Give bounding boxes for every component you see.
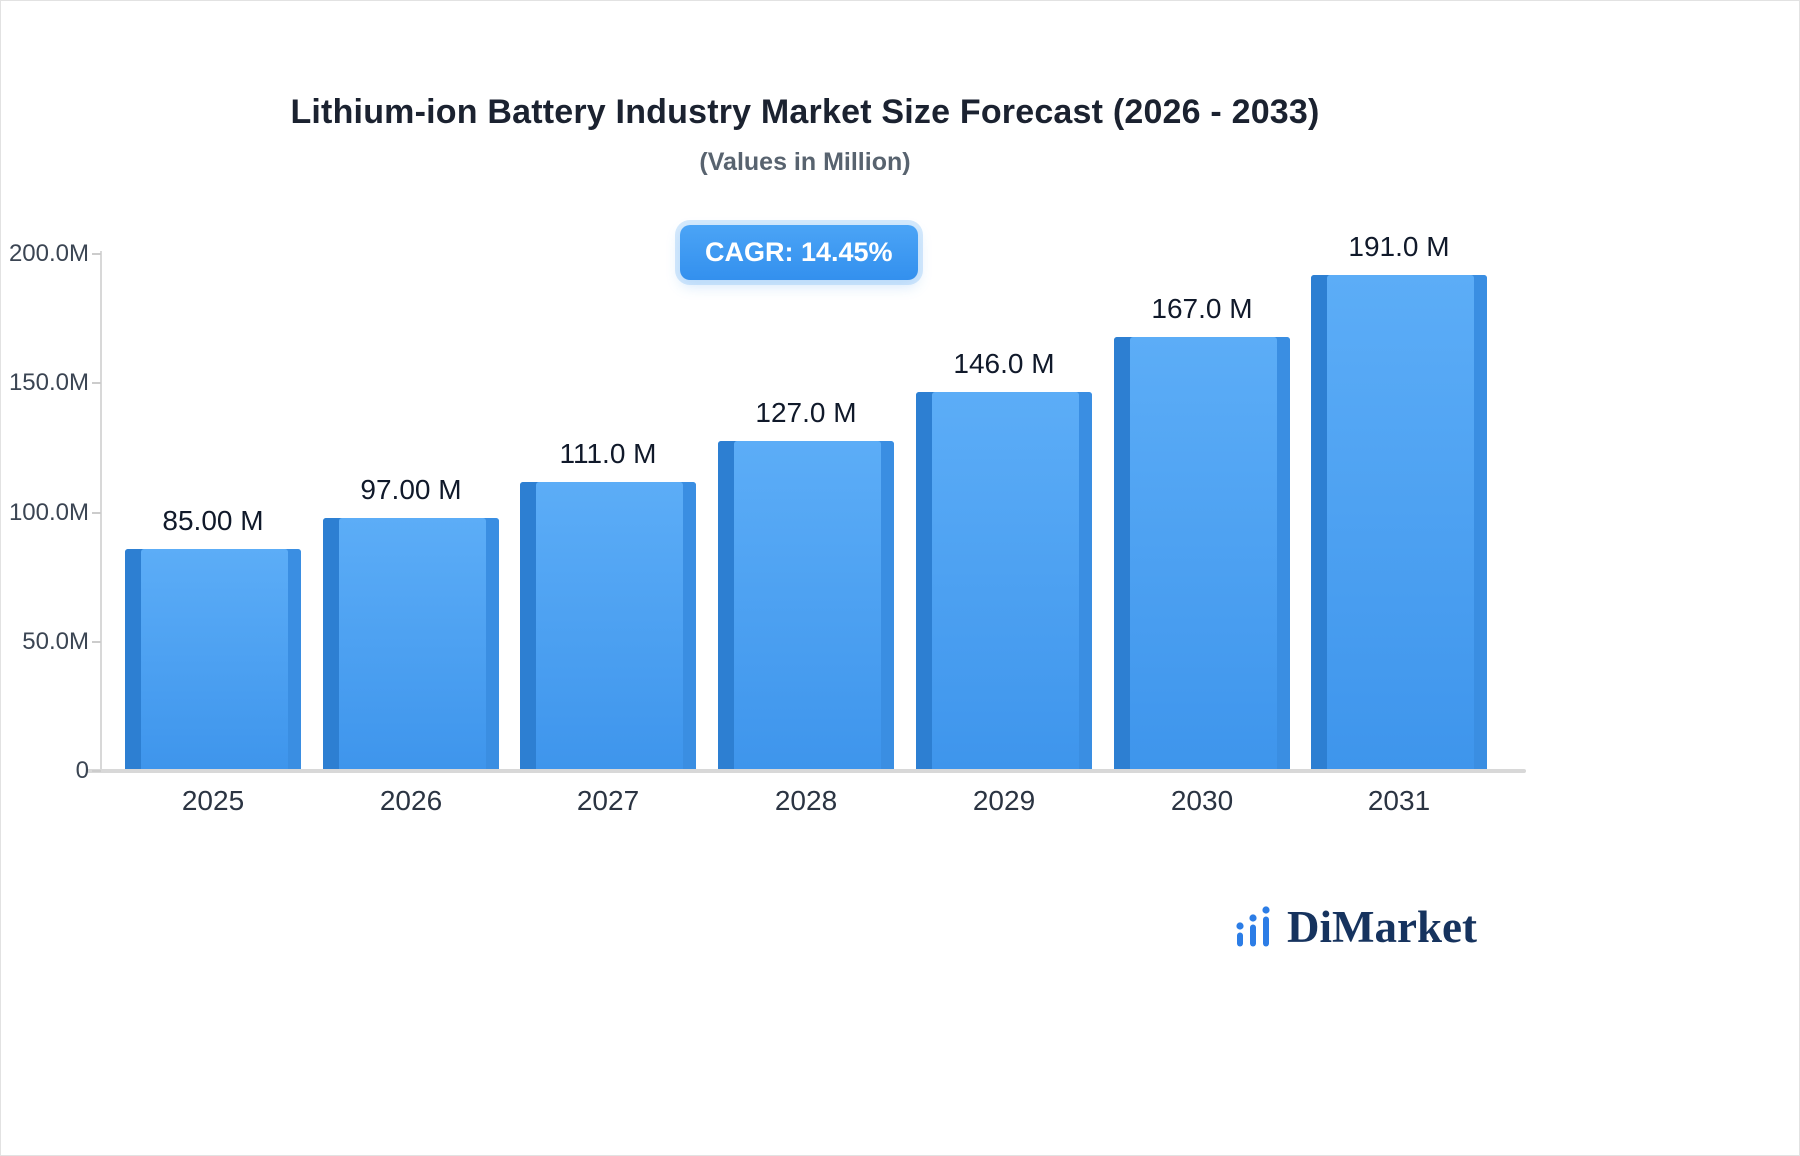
y-axis-label: 150.0M xyxy=(8,369,89,397)
x-axis-label: 2026 xyxy=(379,785,443,816)
bar-value-label: 85.00 M xyxy=(162,505,264,536)
bar-group-2029: 146.0 M 2029 xyxy=(916,348,1092,816)
bar-group-2030: 167.0 M 2030 xyxy=(1114,293,1290,816)
bar-2027 xyxy=(520,482,696,769)
chart-title: Lithium-ion Battery Industry Market Size… xyxy=(290,93,1320,131)
bar-value-label: 146.0 M xyxy=(953,348,1055,379)
x-axis-label: 2030 xyxy=(1170,785,1234,816)
x-axis-label: 2028 xyxy=(774,785,838,816)
y-axis-line xyxy=(100,251,102,772)
cagr-badge: CAGR: 14.45% xyxy=(680,225,918,280)
bar-group-2031: 191.0 M 2031 xyxy=(1311,231,1487,816)
y-axis-tick xyxy=(92,253,101,255)
bar-value-label: 167.0 M xyxy=(1151,293,1253,324)
bar-2030 xyxy=(1114,337,1290,769)
dimarket-logo: DiMarket xyxy=(1229,902,1477,950)
x-axis-label: 2027 xyxy=(576,785,640,816)
bar-group-2027: 111.0 M 2027 xyxy=(520,438,696,816)
y-axis-label: 100.0M xyxy=(8,498,89,526)
chart-subtitle: (Values in Million) xyxy=(699,148,911,176)
bar-value-label: 127.0 M xyxy=(755,397,857,428)
x-axis-label: 2025 xyxy=(181,785,245,816)
bar-value-label: 111.0 M xyxy=(559,438,657,469)
bar-2028 xyxy=(718,441,894,769)
bar-2026 xyxy=(323,518,499,769)
bar-value-label: 97.00 M xyxy=(360,474,462,505)
y-axis-label: 0 xyxy=(75,757,89,784)
y-axis-label: 50.0M xyxy=(22,627,89,655)
bar-group-2025: 85.00 M 2025 xyxy=(125,505,301,816)
y-axis-tick xyxy=(92,511,101,514)
bar-2031 xyxy=(1311,275,1487,769)
y-axis-tick xyxy=(92,382,101,385)
bar-group-2028: 127.0 M 2028 xyxy=(718,397,894,816)
bar-value-label: 191.0 M xyxy=(1348,231,1450,262)
y-axis-tick xyxy=(92,770,101,772)
x-axis-label: 2031 xyxy=(1367,785,1431,816)
x-axis-label: 2029 xyxy=(972,785,1036,816)
dimarket-logo-text: DiMarket xyxy=(1287,902,1477,952)
dimarket-logo-icon xyxy=(1236,906,1270,947)
bar-2029 xyxy=(916,392,1092,769)
bar-2025 xyxy=(125,549,301,769)
y-axis-label: 200.0M xyxy=(8,240,89,267)
x-axis-line xyxy=(86,769,1526,773)
y-axis-tick xyxy=(92,640,101,643)
bar-group-2026: 97.00 M 2026 xyxy=(323,474,499,816)
